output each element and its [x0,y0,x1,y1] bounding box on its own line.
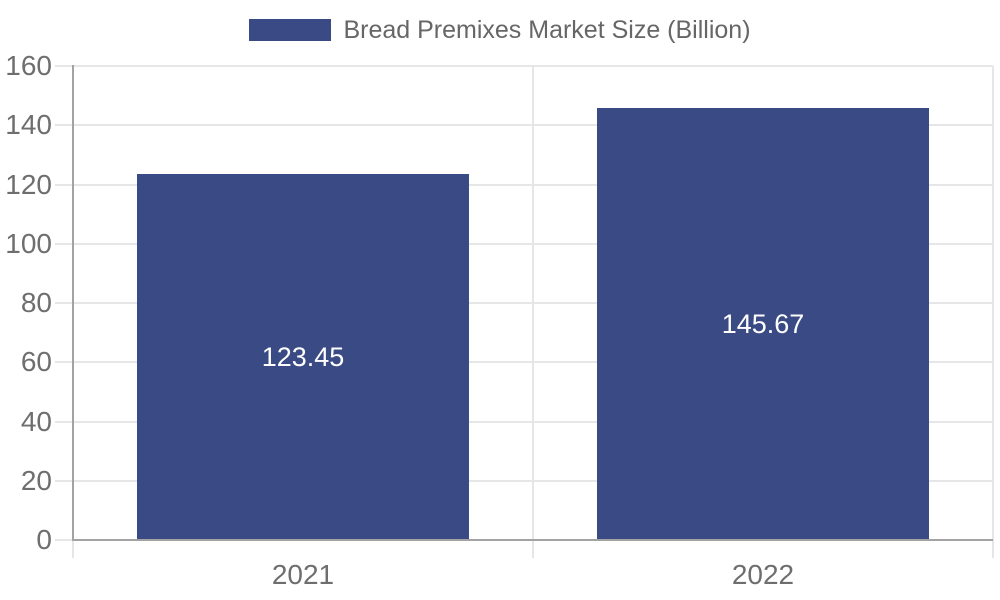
y-tick-label: 40 [20,405,52,437]
legend-swatch [249,19,332,41]
v-gridline [992,66,994,558]
legend[interactable]: Bread Premixes Market Size (Billion) [0,16,1000,44]
y-tick-label: 140 [5,109,52,141]
y-tick-label: 80 [20,287,52,318]
y-tick-label: 0 [36,524,52,555]
x-tick-label: 2021 [271,559,335,590]
x-axis-tick [72,540,74,558]
y-axis-tick [55,361,73,364]
bar[interactable] [597,108,929,540]
y-axis-tick [55,65,73,67]
legend-label: Bread Premixes Market Size (Billion) [343,16,751,44]
y-axis-line [72,65,74,540]
v-gridline [532,66,534,558]
y-tick-label: 120 [5,168,52,200]
y-tick-label: 160 [5,50,52,81]
y-tick-label: 100 [5,227,52,259]
y-axis-tick [55,183,73,186]
y-axis-tick [55,242,73,245]
y-tick-label: 60 [20,346,52,378]
bar-value-label: 123.45 [261,342,345,373]
x-tick-label: 2022 [731,559,795,590]
y-tick-label: 20 [20,464,52,496]
bar[interactable] [137,174,469,540]
y-axis-tick [55,302,73,304]
y-axis-tick [55,420,73,423]
y-axis-tick [55,479,73,482]
bar-value-label: 145.67 [721,309,805,340]
x-axis-line [72,539,993,541]
y-axis-tick [55,539,73,541]
y-axis-tick [55,124,73,127]
